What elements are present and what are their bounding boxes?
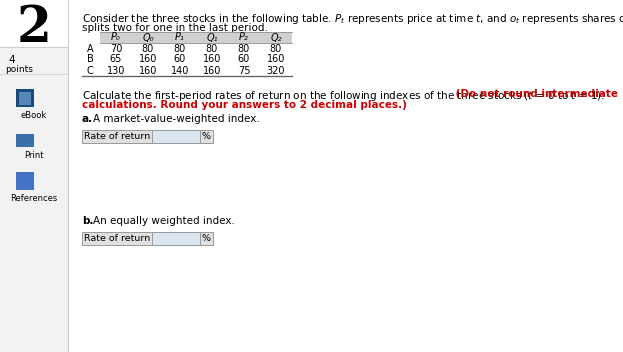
Text: 65: 65 — [110, 55, 122, 64]
Text: 160: 160 — [267, 55, 285, 64]
Text: Q₂: Q₂ — [270, 32, 282, 43]
Bar — [16, 89, 34, 107]
Bar — [16, 134, 34, 147]
Bar — [19, 92, 31, 105]
Bar — [82, 232, 152, 245]
Text: 80: 80 — [142, 44, 154, 54]
Bar — [152, 232, 200, 245]
Text: splits two for one in the last period.: splits two for one in the last period. — [82, 23, 268, 33]
Text: %: % — [202, 234, 211, 243]
Text: a.: a. — [82, 114, 93, 124]
Text: Q₁: Q₁ — [206, 32, 218, 43]
Text: References: References — [11, 194, 57, 203]
Text: 160: 160 — [203, 55, 221, 64]
Text: points: points — [5, 65, 33, 74]
Text: 140: 140 — [171, 65, 189, 75]
Bar — [200, 232, 213, 245]
Text: b.: b. — [82, 216, 93, 226]
Bar — [200, 130, 213, 143]
Text: Rate of return: Rate of return — [84, 234, 150, 243]
Bar — [16, 172, 34, 190]
Text: 70: 70 — [110, 44, 122, 54]
Text: 60: 60 — [174, 55, 186, 64]
Text: An equally weighted index.: An equally weighted index. — [93, 216, 235, 226]
Bar — [82, 130, 152, 143]
Text: %: % — [202, 132, 211, 141]
Text: 160: 160 — [139, 65, 157, 75]
Text: 4: 4 — [8, 55, 14, 65]
Text: Q₀: Q₀ — [142, 32, 154, 43]
Bar — [152, 130, 200, 143]
Text: 60: 60 — [238, 55, 250, 64]
Text: P₂: P₂ — [239, 32, 249, 43]
Text: 320: 320 — [267, 65, 285, 75]
Text: Print: Print — [24, 151, 44, 160]
Text: C: C — [87, 65, 93, 75]
Text: A market-value-weighted index.: A market-value-weighted index. — [93, 114, 260, 124]
Text: 80: 80 — [238, 44, 250, 54]
Text: P₁: P₁ — [175, 32, 185, 43]
Text: 80: 80 — [174, 44, 186, 54]
Text: B: B — [87, 55, 93, 64]
Text: 80: 80 — [206, 44, 218, 54]
Text: A: A — [87, 44, 93, 54]
Text: Calculate the first-period rates of return on the following indexes of the three: Calculate the first-period rates of retu… — [82, 89, 606, 103]
Text: 160: 160 — [139, 55, 157, 64]
Text: 130: 130 — [107, 65, 125, 75]
Text: P₀: P₀ — [111, 32, 121, 43]
Text: Consider the three stocks in the following table. $P_t$ represents price at time: Consider the three stocks in the followi… — [82, 12, 623, 26]
Text: 160: 160 — [203, 65, 221, 75]
Bar — [100, 32, 292, 43]
Text: calculations. Round your answers to 2 decimal places.): calculations. Round your answers to 2 de… — [82, 100, 407, 110]
Bar — [0, 0, 68, 352]
Text: eBook: eBook — [21, 111, 47, 120]
Text: Rate of return: Rate of return — [84, 132, 150, 141]
Bar — [0, 0, 68, 47]
Text: 80: 80 — [270, 44, 282, 54]
Text: 75: 75 — [238, 65, 250, 75]
Text: (Do not round intermediate: (Do not round intermediate — [452, 89, 618, 99]
Text: 2: 2 — [17, 4, 52, 53]
